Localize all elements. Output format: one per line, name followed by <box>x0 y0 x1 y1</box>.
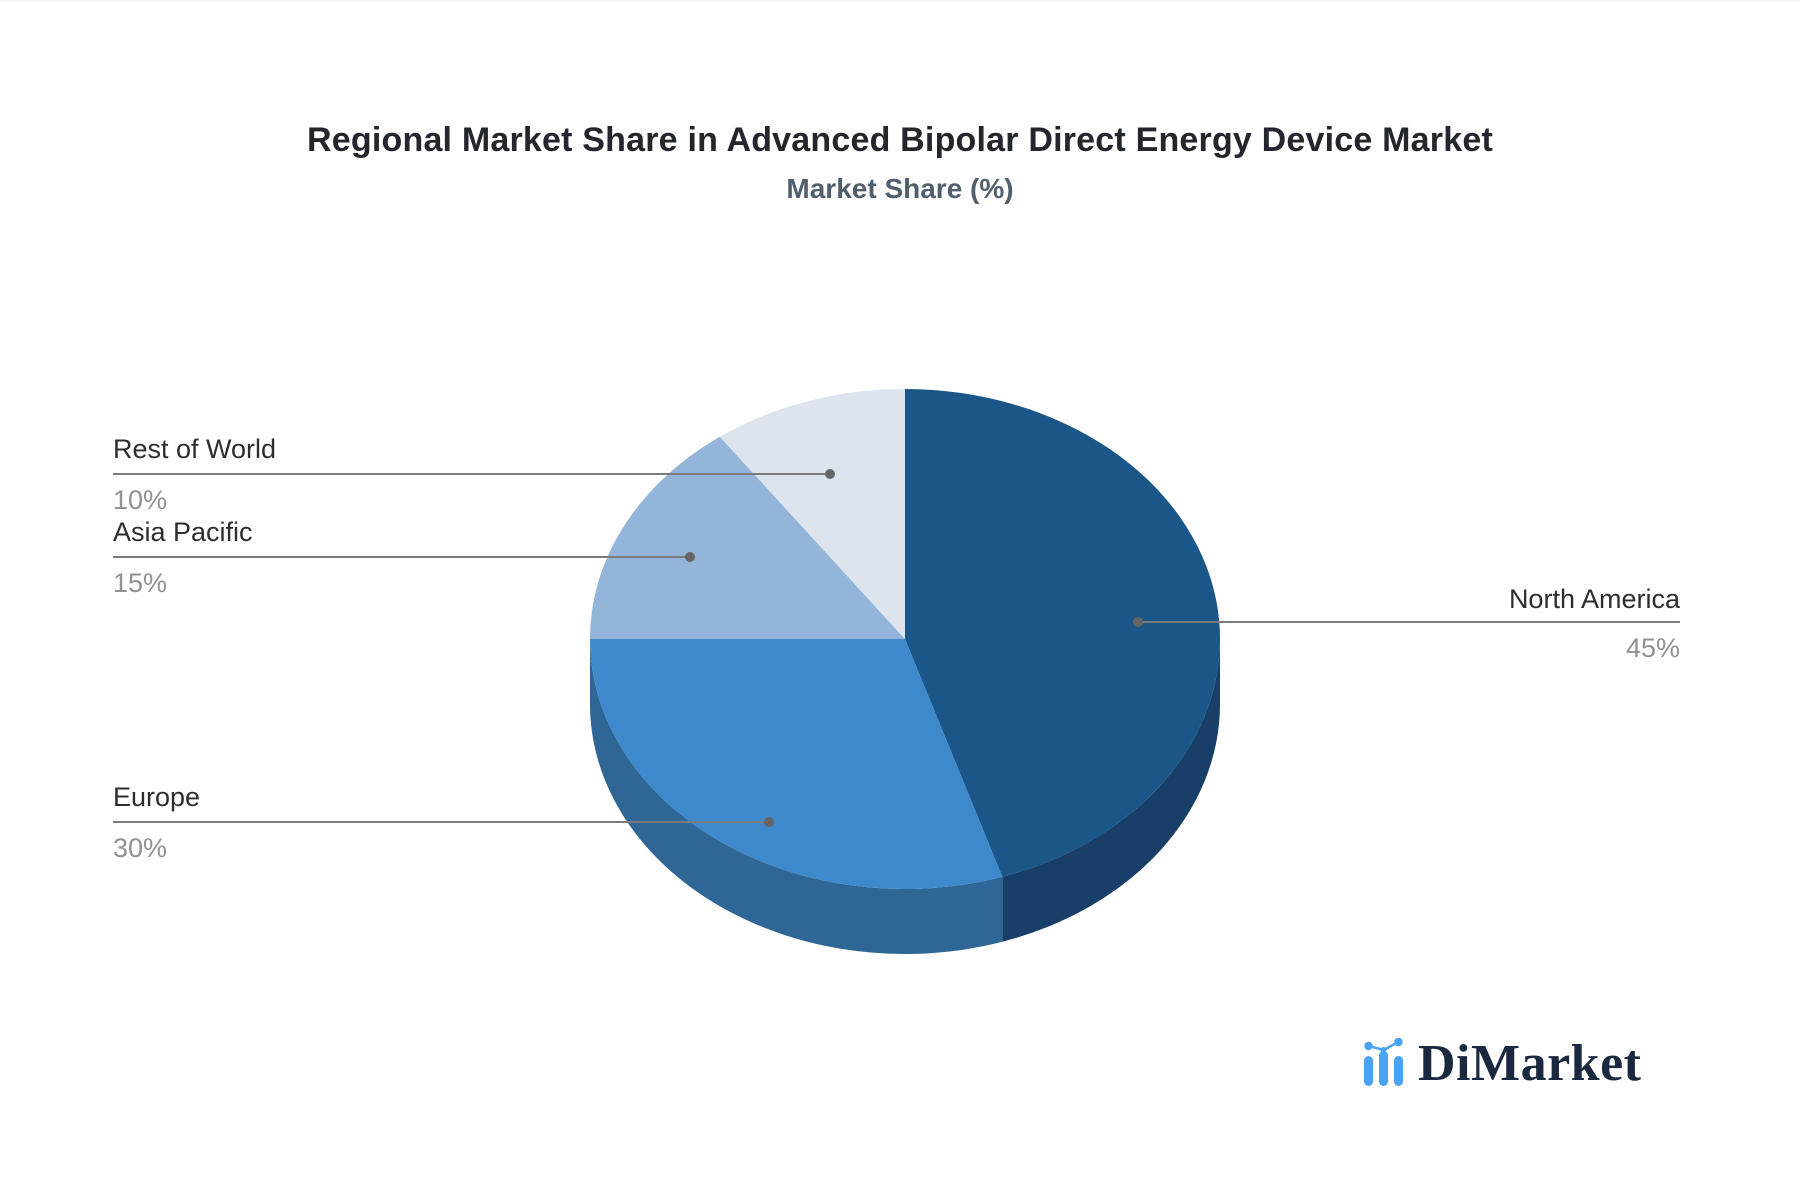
chart-subtitle: Market Share (%) <box>786 173 1014 204</box>
slice-value-europe: 30% <box>113 833 168 863</box>
slice-label-europe: Europe <box>113 782 201 812</box>
pie-slice-side-europe[interactable] <box>590 639 1003 954</box>
logo-bars-icon <box>1364 1038 1403 1086</box>
pie-slice-north-america[interactable] <box>905 389 1220 877</box>
pie-slice-europe[interactable] <box>590 639 1003 889</box>
slice-label-rest-of-world: Rest of World <box>113 434 277 464</box>
logo-text: DiMarket <box>1418 1035 1642 1092</box>
slice-value-asia-pacific: 15% <box>113 568 168 598</box>
chart-title: Regional Market Share in Advanced Bipola… <box>307 121 1493 159</box>
pie-slices <box>590 389 1220 889</box>
pie-slice-asia-pacific[interactable] <box>590 436 905 639</box>
pie-slice-rest-of-world[interactable] <box>719 389 905 639</box>
leader-dot-north-america <box>1133 617 1143 627</box>
leader-dot-rest-of-world <box>825 469 835 479</box>
leader-dot-europe <box>764 817 774 827</box>
slice-label-asia-pacific: Asia Pacific <box>113 517 253 547</box>
slice-value-rest-of-world: 10% <box>113 485 168 515</box>
slice-value-north-america: 45% <box>1625 633 1680 663</box>
pie-slice-side-north-america[interactable] <box>1002 639 1220 942</box>
leader-dot-asia-pacific <box>685 552 695 562</box>
pie-3d-side-walls <box>590 639 1220 954</box>
slice-label-north-america: North America <box>1508 584 1680 614</box>
leader-lines <box>113 469 1680 827</box>
dimarket-logo: DiMarket <box>1363 1038 1641 1090</box>
